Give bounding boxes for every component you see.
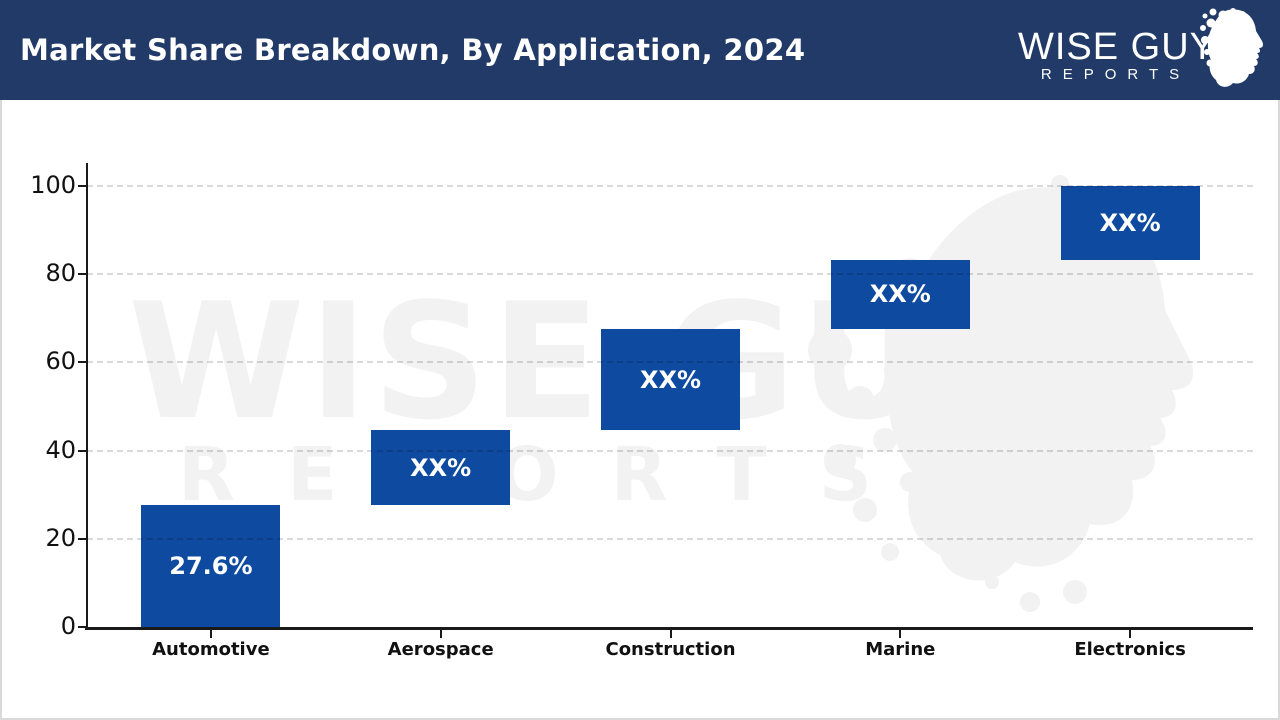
page-title: Market Share Breakdown, By Application, … — [20, 33, 806, 67]
brand-logo: WISE GUY REPORTS — [1018, 4, 1268, 96]
logo-head-icon — [1200, 8, 1263, 87]
y-axis-tick — [78, 273, 87, 276]
y-axis-label-100: 100 — [30, 171, 76, 199]
gridline-20 — [87, 537, 1253, 540]
y-axis-label-60: 60 — [45, 347, 76, 376]
x-axis-tick — [209, 630, 212, 638]
gridline-60 — [87, 361, 1253, 364]
y-axis-line — [86, 163, 88, 630]
y-axis-label-0: 0 — [60, 612, 76, 640]
y-axis-label-20: 20 — [45, 523, 76, 552]
x-axis-tick — [899, 630, 902, 638]
x-axis-label-aerospace: Aerospace — [387, 639, 494, 660]
gridline-100 — [87, 185, 1253, 187]
gridline-80 — [87, 273, 1253, 276]
y-axis-tick — [78, 626, 87, 628]
bar-value-label: XX% — [639, 365, 702, 394]
x-axis-tick — [669, 630, 672, 638]
bar-electronics[interactable] — [1060, 186, 1200, 261]
x-axis-line — [85, 627, 1253, 630]
watermark-subtitle: REPORTS — [178, 432, 925, 518]
logo-wordmark: WISE GUY — [1018, 26, 1217, 68]
x-axis-tick — [439, 630, 442, 638]
logo-subtitle: REPORTS — [1040, 66, 1191, 83]
y-axis-tick — [78, 185, 87, 187]
gridline-40 — [87, 449, 1253, 452]
y-axis-label-80: 80 — [45, 259, 76, 288]
bar-marine[interactable] — [830, 260, 970, 329]
x-axis-label-marine: Marine — [865, 639, 936, 660]
x-axis-label-construction: Construction — [605, 639, 736, 660]
bar-value-label: XX% — [869, 280, 931, 309]
y-axis-tick — [78, 537, 87, 540]
bar-construction[interactable] — [601, 328, 740, 431]
x-axis-tick — [1129, 630, 1132, 638]
bar-value-label: XX% — [1099, 209, 1161, 238]
bar-value-label: 27.6% — [169, 552, 253, 581]
x-axis-label-automotive: Automotive — [152, 639, 270, 660]
x-axis-label-electronics: Electronics — [1074, 639, 1186, 660]
bar-aerospace[interactable] — [371, 430, 511, 506]
header-bar: Market Share Breakdown, By Application, … — [0, 0, 1280, 100]
y-axis-tick — [78, 361, 87, 364]
y-axis-label-40: 40 — [45, 435, 76, 464]
y-axis-tick — [78, 449, 87, 452]
bar-automotive[interactable] — [141, 505, 281, 627]
bar-value-label: XX% — [410, 453, 472, 482]
